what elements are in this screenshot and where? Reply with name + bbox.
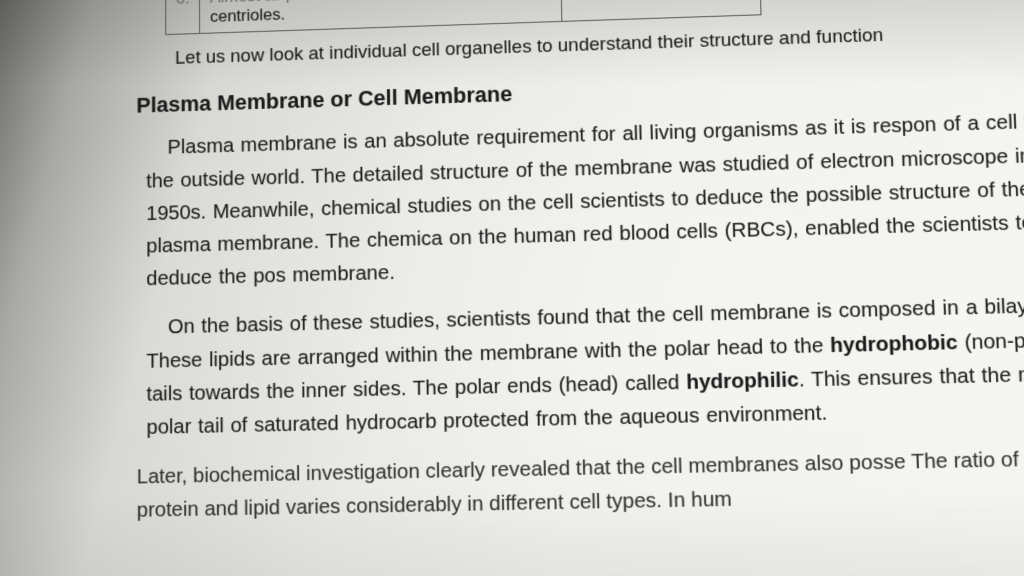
p2-bold-hydrophilic: hydrophilic [686,368,799,394]
paragraph-3: Later, biochemical investigation clearly… [137,441,1024,527]
p2-bold-hydrophobic: hydrophobic [830,330,958,356]
textbook-page: 6. Almost all plant centrioles. Let us n… [48,0,1024,529]
row-text: centrioles. [210,5,285,26]
paragraph-1-text: Plasma membrane is an absolute requireme… [146,110,1024,291]
paragraph-2: On the basis of these studies, scientist… [146,289,1024,445]
paragraph-1: Plasma membrane is an absolute requireme… [146,104,1024,295]
row-number-text: 6. [176,0,190,8]
row-number: 6. [166,0,200,35]
row-text-cell: Almost all plant centrioles. [200,0,562,33]
row-blank-cell [561,0,761,21]
